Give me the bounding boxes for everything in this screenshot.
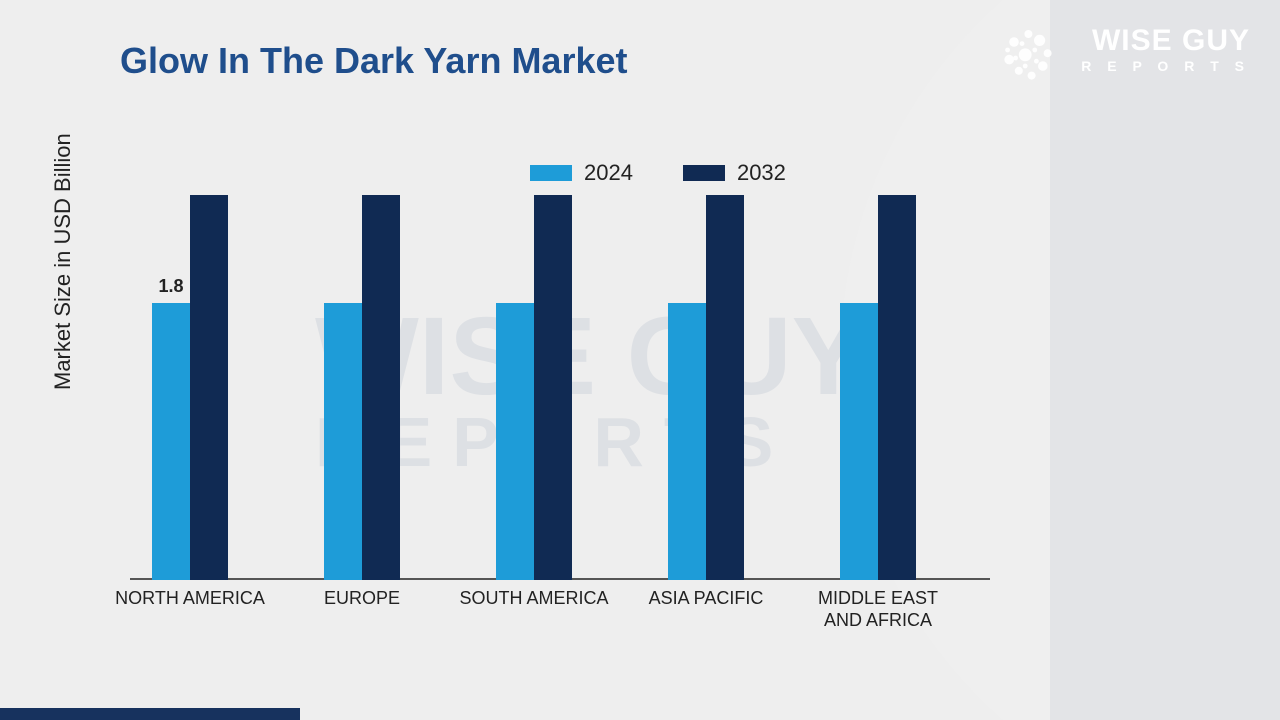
bar-value-label: 1.8 — [146, 276, 196, 297]
logo-line1: WISE GUY — [1081, 24, 1250, 58]
category-label: NORTH AMERICA — [110, 580, 270, 610]
bar — [878, 195, 916, 580]
bar — [190, 195, 228, 580]
logo-text: WISE GUY R E P O R T S — [1081, 24, 1250, 74]
category-label: ASIA PACIFIC — [626, 580, 786, 610]
bar — [152, 303, 190, 580]
bottom-accent-bar — [0, 708, 300, 720]
category-label: SOUTH AMERICA — [454, 580, 614, 610]
y-axis-label: Market Size in USD Billion — [50, 133, 76, 390]
canvas: WISE GUY R E P O R T S Glow In The Dark … — [0, 0, 1280, 720]
chart-area: Market Size in USD Billion NORTH AMERICA… — [60, 160, 1000, 680]
bar — [668, 303, 706, 580]
logo-line2: R E P O R T S — [1081, 58, 1250, 74]
bar — [840, 303, 878, 580]
bar — [534, 195, 572, 580]
chart-title: Glow In The Dark Yarn Market — [120, 40, 628, 82]
category-label: MIDDLE EAST AND AFRICA — [798, 580, 958, 631]
plot: NORTH AMERICAEUROPESOUTH AMERICAASIA PAC… — [130, 180, 990, 580]
bar — [706, 195, 744, 580]
bar — [324, 303, 362, 580]
bar — [496, 303, 534, 580]
bar — [362, 195, 400, 580]
category-label: EUROPE — [282, 580, 442, 610]
brain-dots-icon — [990, 18, 1070, 98]
